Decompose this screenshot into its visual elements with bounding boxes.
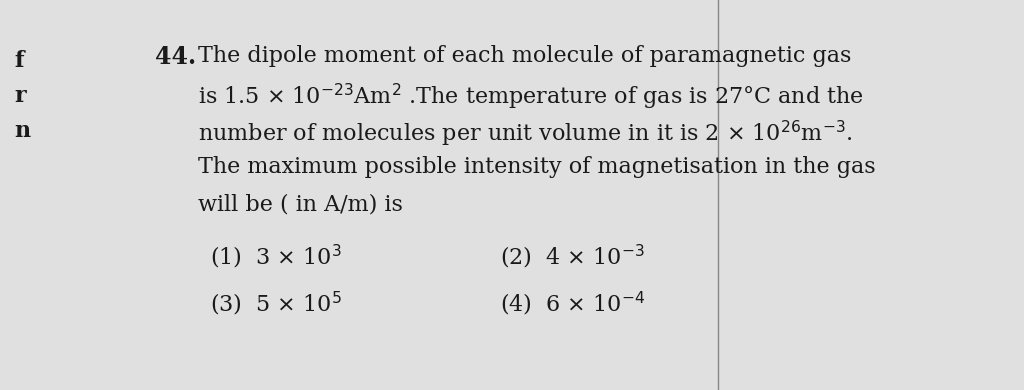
Text: (2)  4 $\times$ 10$^{-3}$: (2) 4 $\times$ 10$^{-3}$ [500,243,645,271]
Text: r: r [14,85,26,107]
Bar [0,0,28,390]
Text: The maximum possible intensity of magnetisation in the gas: The maximum possible intensity of magnet… [198,156,876,178]
Text: is 1.5 $\times$ 10$^{-23}$Am$^{2}$ .The temperature of gas is 27°C and the: is 1.5 $\times$ 10$^{-23}$Am$^{2}$ .The … [198,82,864,112]
Text: The dipole moment of each molecule of paramagnetic gas: The dipole moment of each molecule of pa… [198,45,851,67]
Text: (3)  5 $\times$ 10$^{5}$: (3) 5 $\times$ 10$^{5}$ [210,290,342,318]
Text: f: f [14,50,24,72]
Text: 44.: 44. [155,45,197,69]
Text: (4)  6 $\times$ 10$^{-4}$: (4) 6 $\times$ 10$^{-4}$ [500,290,645,318]
Text: will be ( in A/m) is: will be ( in A/m) is [198,193,402,215]
Text: (1)  3 $\times$ 10$^{3}$: (1) 3 $\times$ 10$^{3}$ [210,243,342,271]
Text: n: n [14,120,30,142]
Text: number of molecules per unit volume in it is 2 $\times$ 10$^{26}$m$^{-3}$.: number of molecules per unit volume in i… [198,119,853,149]
